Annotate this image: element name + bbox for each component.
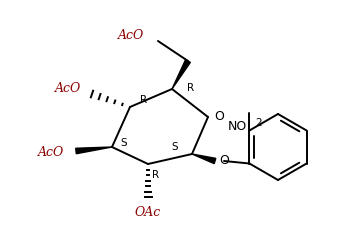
- Text: R: R: [187, 83, 194, 93]
- Polygon shape: [192, 154, 216, 164]
- Polygon shape: [172, 60, 190, 90]
- Text: AcO: AcO: [38, 145, 64, 158]
- Text: R: R: [152, 169, 159, 179]
- Text: 2: 2: [255, 117, 262, 127]
- Text: NO: NO: [228, 119, 247, 132]
- Polygon shape: [76, 147, 112, 154]
- Text: O: O: [214, 109, 224, 122]
- Text: AcO: AcO: [55, 81, 81, 94]
- Text: S: S: [120, 137, 127, 147]
- Text: OAc: OAc: [135, 205, 161, 218]
- Text: AcO: AcO: [118, 28, 144, 41]
- Text: O: O: [219, 154, 229, 167]
- Text: R: R: [140, 94, 147, 105]
- Text: S: S: [172, 141, 178, 151]
